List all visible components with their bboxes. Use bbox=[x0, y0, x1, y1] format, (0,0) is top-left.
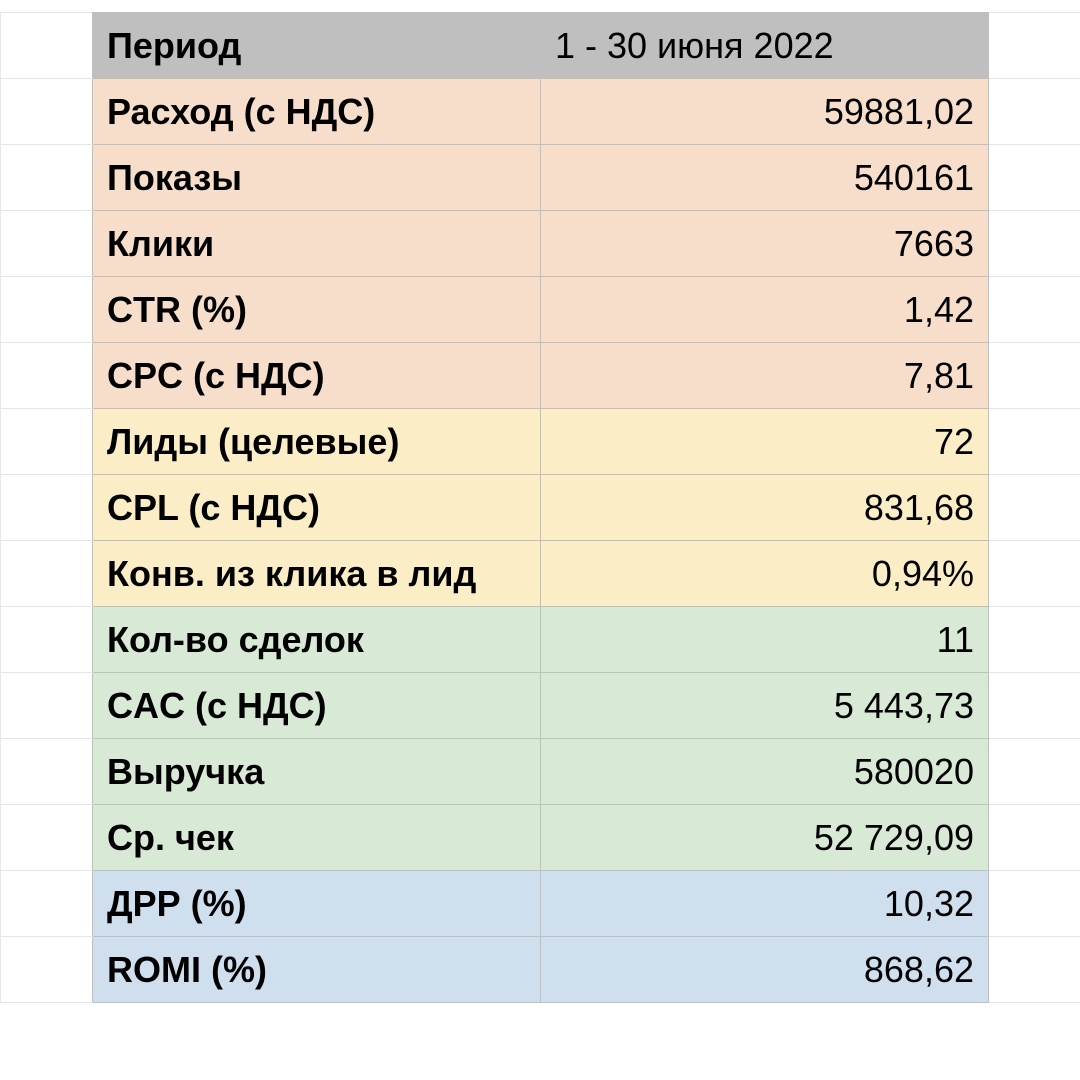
metric-label: CPL (с НДС) bbox=[93, 475, 541, 541]
metric-value: 10,32 bbox=[541, 871, 989, 937]
stub-cell bbox=[1, 673, 93, 739]
metric-value: 11 bbox=[541, 607, 989, 673]
stub-cell bbox=[1, 409, 93, 475]
metric-label: Расход (с НДС) bbox=[93, 79, 541, 145]
metric-value: 540161 bbox=[541, 145, 989, 211]
tail-cell bbox=[989, 739, 1080, 805]
tail-cell bbox=[989, 79, 1080, 145]
metric-value: 831,68 bbox=[541, 475, 989, 541]
spreadsheet-view: Период1 - 30 июня 2022Расход (с НДС)5988… bbox=[0, 0, 1080, 1080]
table-row: CTR (%)1,42 bbox=[1, 277, 1080, 343]
table-row: ДРР (%)10,32 bbox=[1, 871, 1080, 937]
tail-cell bbox=[989, 805, 1080, 871]
metric-value: 5 443,73 bbox=[541, 673, 989, 739]
tail-cell bbox=[989, 343, 1080, 409]
metric-label: CTR (%) bbox=[93, 277, 541, 343]
stub-cell bbox=[1, 607, 93, 673]
table-row: Расход (с НДС)59881,02 bbox=[1, 79, 1080, 145]
tail-cell bbox=[989, 13, 1080, 79]
table-row: Ср. чек52 729,09 bbox=[1, 805, 1080, 871]
tail-cell bbox=[989, 607, 1080, 673]
tail-cell bbox=[989, 541, 1080, 607]
table-row: Показы540161 bbox=[1, 145, 1080, 211]
tail-cell bbox=[989, 673, 1080, 739]
metric-label: Конв. из клика в лид bbox=[93, 541, 541, 607]
metric-value: 1 - 30 июня 2022 bbox=[541, 13, 989, 79]
stub-cell bbox=[1, 13, 93, 79]
metric-label: ДРР (%) bbox=[93, 871, 541, 937]
table-row: ROMI (%)868,62 bbox=[1, 937, 1080, 1003]
metrics-table: Период1 - 30 июня 2022Расход (с НДС)5988… bbox=[0, 12, 1080, 1003]
metric-value: 72 bbox=[541, 409, 989, 475]
stub-cell bbox=[1, 871, 93, 937]
metric-label: Выручка bbox=[93, 739, 541, 805]
metric-value: 580020 bbox=[541, 739, 989, 805]
table-row: Клики7663 bbox=[1, 211, 1080, 277]
table-row: CPL (с НДС)831,68 bbox=[1, 475, 1080, 541]
metric-label: Период bbox=[93, 13, 541, 79]
metric-value: 7663 bbox=[541, 211, 989, 277]
tail-cell bbox=[989, 871, 1080, 937]
metric-label: Показы bbox=[93, 145, 541, 211]
tail-cell bbox=[989, 211, 1080, 277]
metric-label: Ср. чек bbox=[93, 805, 541, 871]
table-row: Конв. из клика в лид0,94% bbox=[1, 541, 1080, 607]
tail-cell bbox=[989, 145, 1080, 211]
metric-label: Клики bbox=[93, 211, 541, 277]
metric-label: ROMI (%) bbox=[93, 937, 541, 1003]
metric-value: 868,62 bbox=[541, 937, 989, 1003]
stub-cell bbox=[1, 739, 93, 805]
metric-value: 52 729,09 bbox=[541, 805, 989, 871]
metric-value: 59881,02 bbox=[541, 79, 989, 145]
stub-cell bbox=[1, 211, 93, 277]
metric-label: Кол-во сделок bbox=[93, 607, 541, 673]
stub-cell bbox=[1, 475, 93, 541]
stub-cell bbox=[1, 79, 93, 145]
tail-cell bbox=[989, 409, 1080, 475]
table-row: CAC (с НДС)5 443,73 bbox=[1, 673, 1080, 739]
metric-label: CAC (с НДС) bbox=[93, 673, 541, 739]
metric-value: 1,42 bbox=[541, 277, 989, 343]
metric-value: 0,94% bbox=[541, 541, 989, 607]
stub-cell bbox=[1, 277, 93, 343]
stub-cell bbox=[1, 937, 93, 1003]
metric-value: 7,81 bbox=[541, 343, 989, 409]
table-row: Кол-во сделок11 bbox=[1, 607, 1080, 673]
metric-label: CPC (с НДС) bbox=[93, 343, 541, 409]
tail-cell bbox=[989, 937, 1080, 1003]
metric-label: Лиды (целевые) bbox=[93, 409, 541, 475]
tail-cell bbox=[989, 475, 1080, 541]
table-row: Лиды (целевые)72 bbox=[1, 409, 1080, 475]
stub-cell bbox=[1, 805, 93, 871]
stub-cell bbox=[1, 541, 93, 607]
table-row: Период1 - 30 июня 2022 bbox=[1, 13, 1080, 79]
table-row: CPC (с НДС)7,81 bbox=[1, 343, 1080, 409]
stub-cell bbox=[1, 145, 93, 211]
tail-cell bbox=[989, 277, 1080, 343]
stub-cell bbox=[1, 343, 93, 409]
table-row: Выручка580020 bbox=[1, 739, 1080, 805]
